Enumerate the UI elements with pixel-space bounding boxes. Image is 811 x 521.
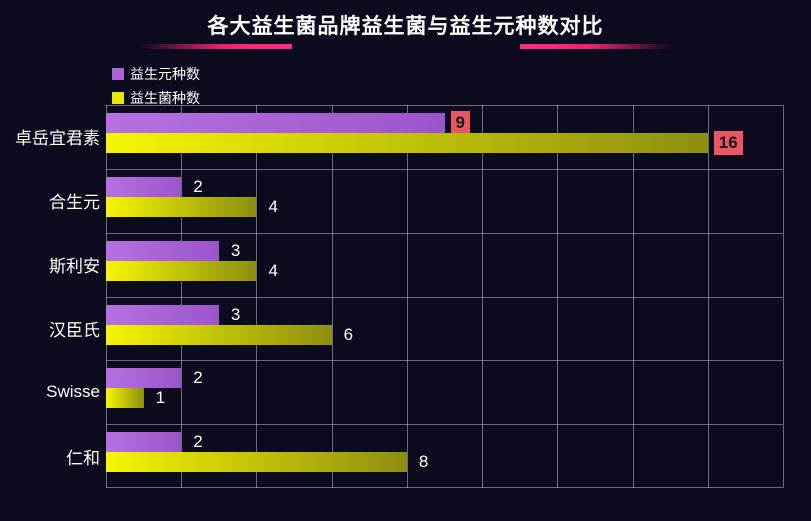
probiotic-bar [106, 260, 257, 281]
prebiotic-bar [106, 432, 182, 453]
category-label: 汉臣氏 [49, 320, 100, 340]
plot-area: 9 16 2 4 3 4 3 6 2 1 2 8 [106, 105, 784, 488]
category-band: 9 16 [106, 105, 783, 169]
gridline-vertical [783, 105, 784, 488]
prebiotic-bar [106, 368, 182, 389]
legend-swatch-probiotic [112, 92, 124, 104]
prebiotic-bar [106, 113, 445, 133]
probiotic-bar [106, 196, 257, 217]
category-label: 卓岳宜君素 [15, 129, 100, 149]
prebiotic-bar [106, 304, 219, 325]
value-label: 3 [230, 240, 241, 260]
value-label: 8 [418, 452, 429, 472]
gridline-horizontal [106, 360, 783, 362]
category-label: 合生元 [49, 193, 100, 213]
probiotic-bar [106, 388, 144, 409]
title-accent-right [520, 44, 672, 49]
value-label: 4 [268, 260, 278, 280]
value-badge: 16 [713, 131, 743, 155]
category-label: Swisse [46, 382, 100, 402]
value-label: 1 [155, 388, 166, 408]
category-label: 斯利安 [49, 257, 100, 277]
legend-label-probiotic: 益生菌种数 [130, 90, 200, 106]
value-label: 2 [193, 368, 203, 388]
legend-swatch-prebiotic [112, 68, 124, 80]
value-label: 3 [230, 304, 241, 324]
probiotic-bar [106, 133, 708, 153]
value-badge: 9 [450, 111, 470, 135]
value-label: 2 [193, 176, 203, 196]
prebiotic-bar [106, 176, 182, 197]
probiotic-bar [106, 452, 407, 473]
value-label: 6 [343, 324, 354, 344]
chart-title: 各大益生菌品牌益生菌与益生元种数对比 [207, 15, 604, 38]
legend-item-probiotic: 益生菌种数 [112, 86, 200, 110]
gridline-horizontal [106, 487, 783, 488]
probiotic-bar [106, 324, 332, 345]
gridline-horizontal [106, 424, 783, 426]
gridline-horizontal [106, 296, 783, 298]
legend-label-prebiotic: 益生元种数 [130, 66, 200, 82]
legend-item-prebiotic: 益生元种数 [112, 62, 200, 86]
gridline-horizontal [106, 168, 783, 170]
prebiotic-bar [106, 240, 219, 261]
gridline-horizontal [106, 105, 783, 106]
value-label: 2 [193, 432, 203, 452]
gridline-horizontal [106, 232, 783, 234]
category-label: 仁和 [66, 448, 100, 468]
category-axis: 卓岳宜君素合生元斯利安汉臣氏 Swisse 仁和 [0, 105, 100, 488]
value-label: 4 [268, 196, 278, 216]
title-accent-left [140, 44, 292, 49]
legend: 益生元种数 益生菌种数 [112, 62, 200, 110]
